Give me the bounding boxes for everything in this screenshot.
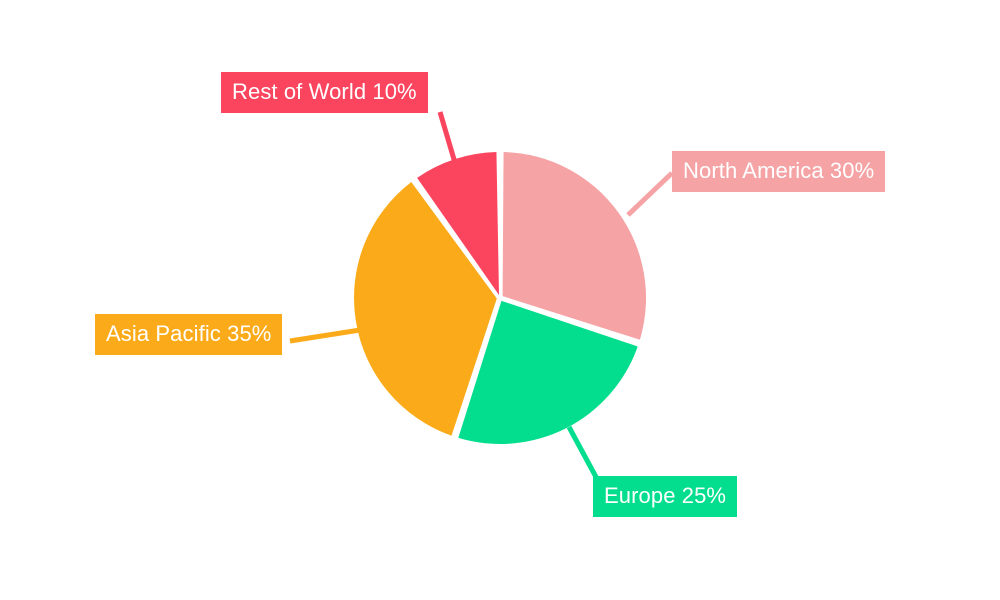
slice-label-north-america[interactable]: North America 30%: [672, 151, 886, 192]
pie-slice-asia-pacific[interactable]: [354, 182, 497, 436]
slice-label-rest-of-world[interactable]: Rest of World 10%: [221, 72, 428, 113]
pie-slice-europe[interactable]: [458, 300, 638, 445]
leader-line-north-america: [626, 171, 674, 217]
leader-line-europe: [566, 425, 599, 479]
pie-slices: [354, 152, 647, 445]
slice-label-europe[interactable]: Europe 25%: [593, 476, 738, 517]
pie-slice-north-america[interactable]: [502, 152, 647, 340]
pie-slice-rest-of-world[interactable]: [417, 152, 500, 295]
leader-line-asia-pacific: [289, 327, 361, 344]
slice-label-asia-pacific[interactable]: Asia Pacific 35%: [95, 314, 283, 355]
